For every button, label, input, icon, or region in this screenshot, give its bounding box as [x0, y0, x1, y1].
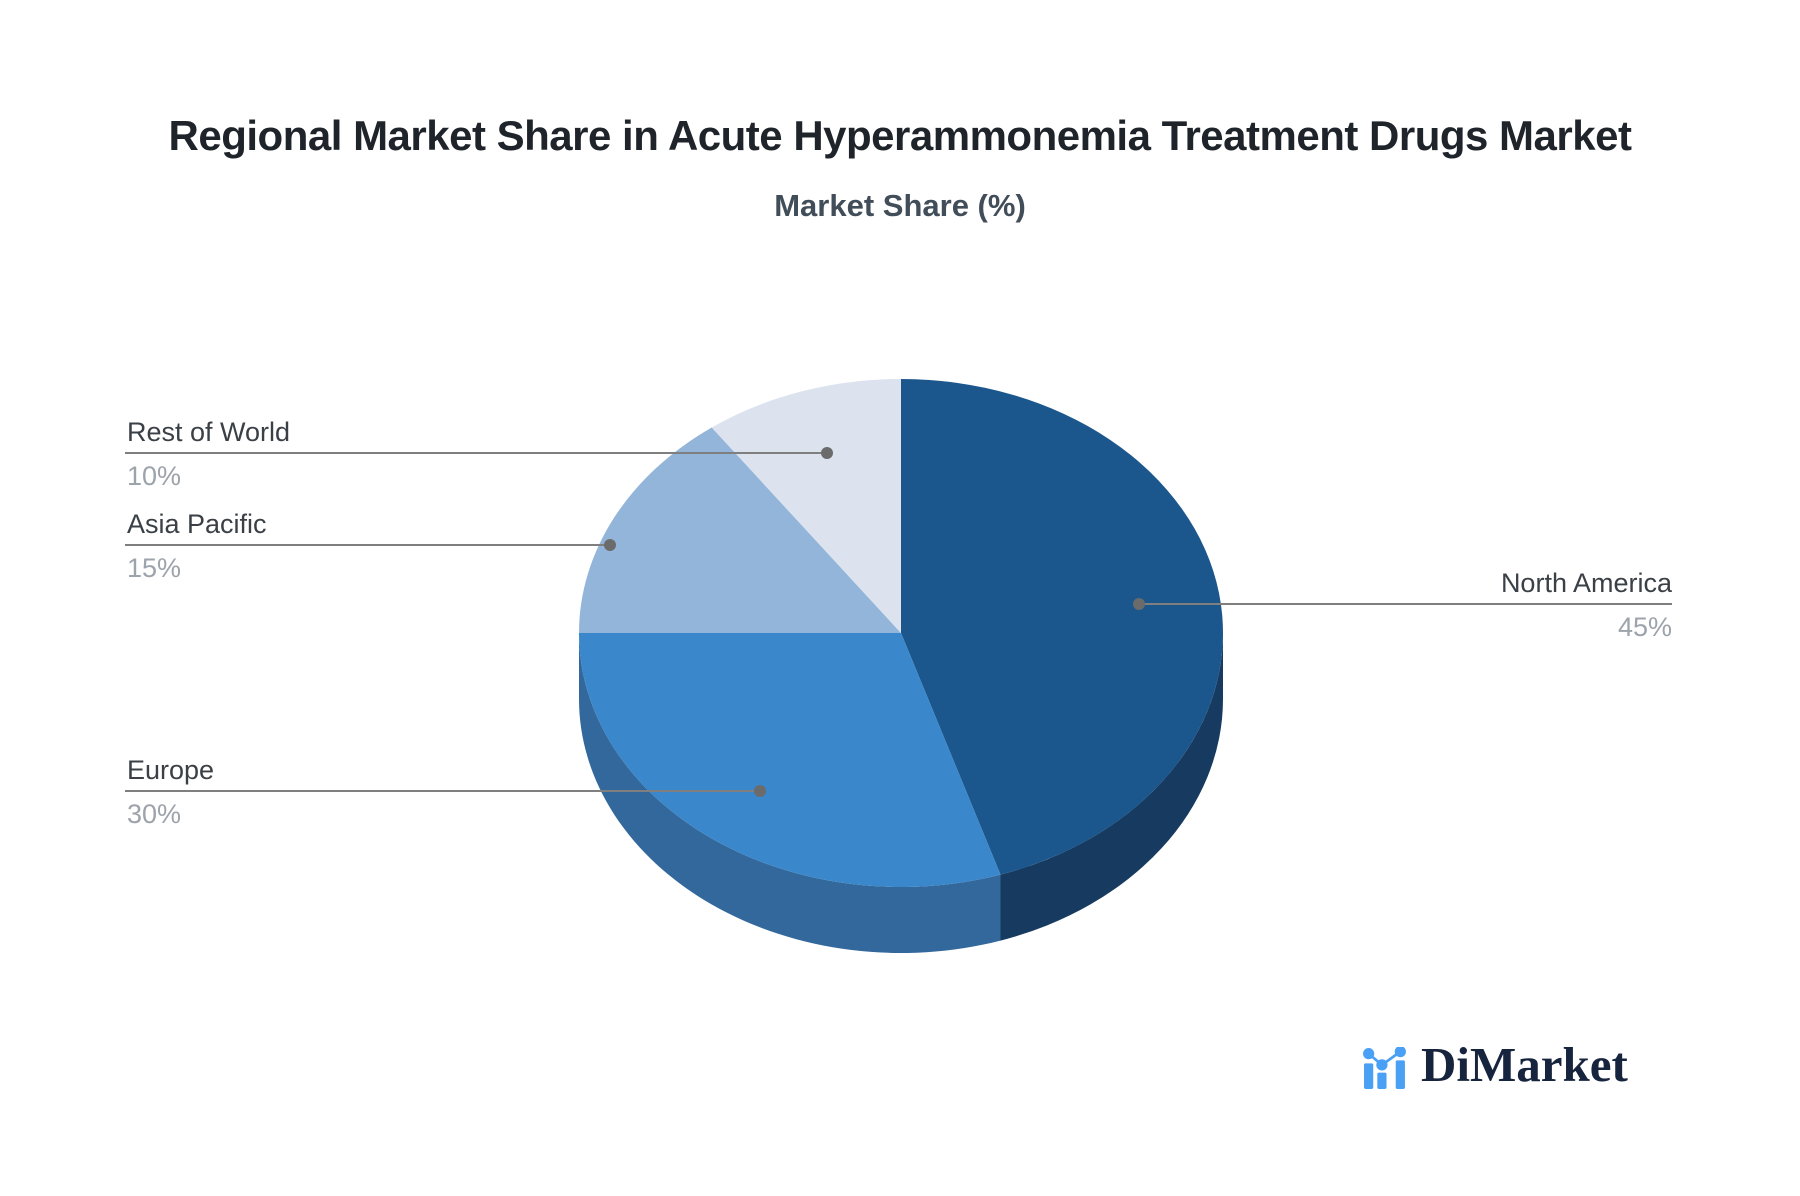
leader-lines [125, 447, 1672, 797]
pie-slice-europe[interactable] [579, 633, 1001, 887]
leader-dot-asia-pacific [604, 539, 616, 551]
pie-slice-side-europe [579, 633, 1001, 953]
callout-label-asia-pacific: Asia Pacific [127, 509, 267, 539]
callout-value-north-america: 45% [1617, 612, 1672, 642]
pie-slice-side-north-america [1000, 633, 1223, 941]
chart-subtitle: Market Share (%) [774, 188, 1026, 223]
leader-dot-north-america [1133, 598, 1145, 610]
leader-dot-europe [754, 785, 766, 797]
callout-label-north-america: North America [1500, 568, 1672, 598]
dimarket-logo: DiMarket [1363, 1036, 1628, 1090]
pie-slices [579, 379, 1223, 887]
chart-title: Regional Market Share in Acute Hyperammo… [168, 112, 1632, 159]
pie-slice-asia-pacific[interactable] [579, 427, 901, 633]
pie-3d-sides [579, 633, 1223, 953]
callout-label-rest-of-world: Rest of World [127, 417, 291, 447]
pie-slice-north-america[interactable] [901, 379, 1223, 875]
leader-dot-rest-of-world [821, 447, 833, 459]
callout-value-europe: 30% [127, 799, 182, 829]
callout-value-rest-of-world: 10% [127, 461, 182, 491]
callout-label-europe: Europe [127, 755, 215, 785]
callout-value-asia-pacific: 15% [127, 553, 182, 583]
logo-text: DiMarket [1421, 1037, 1628, 1092]
bar-chart-icon [1363, 1047, 1406, 1089]
pie-slice-rest-of-world[interactable] [711, 379, 901, 633]
